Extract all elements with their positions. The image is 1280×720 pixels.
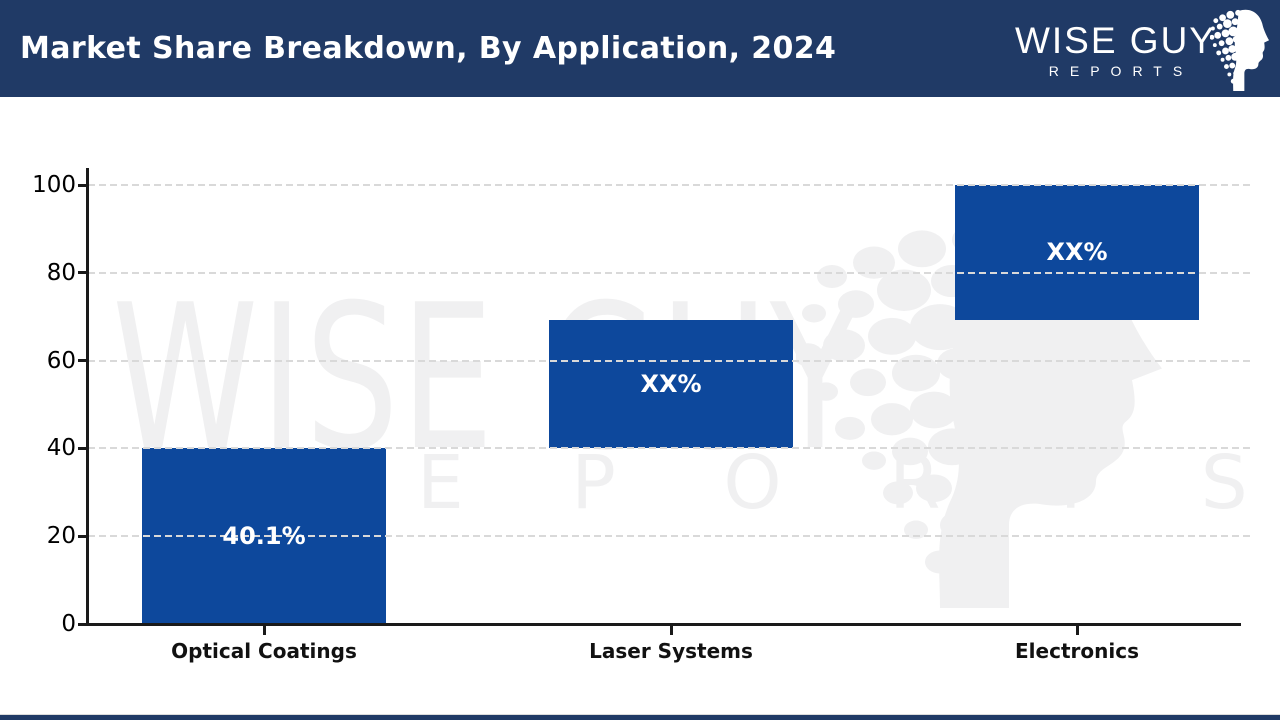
x-axis-line: [85, 623, 1241, 626]
bar-value-label: 40.1%: [222, 521, 306, 550]
gridline-80: [88, 271, 1250, 274]
x-tick-mark: [1075, 626, 1079, 635]
y-tick-label: 100: [32, 172, 76, 198]
x-tick-mark: [262, 626, 266, 635]
y-tick-mark: [78, 534, 87, 538]
gridline-40: [88, 447, 1250, 450]
y-tick-mark: [78, 446, 87, 450]
footer-bar: [0, 715, 1280, 720]
wiseguy-face-icon: [1209, 7, 1270, 92]
y-tick-mark: [78, 622, 87, 626]
category-label-optical-coatings: Optical Coatings: [171, 639, 357, 663]
wiseguy-logo-line1: WISE GUY: [1014, 19, 1216, 61]
y-tick-label: 0: [61, 611, 76, 637]
gridline-100: [88, 184, 1250, 186]
y-tick-mark: [78, 183, 87, 187]
x-tick-mark: [669, 626, 673, 635]
gridline-20: [88, 535, 1250, 538]
gridline-60: [88, 359, 1250, 362]
bar-electronics: [955, 185, 1199, 320]
page-title: Market Share Breakdown, By Application, …: [20, 31, 837, 66]
y-tick-mark: [78, 271, 87, 275]
category-label-laser-systems: Laser Systems: [589, 639, 753, 663]
header: Market Share Breakdown, By Application, …: [0, 0, 1280, 97]
y-tick-label: 40: [46, 435, 76, 462]
bar-value-label: XX%: [640, 369, 702, 398]
bar-laser-systems: [549, 319, 793, 448]
wiseguy-logo: WISE GUY REPORTS: [1015, 4, 1270, 94]
y-axis-line: [86, 168, 89, 626]
y-tick-label: 20: [46, 523, 76, 550]
y-tick-label: 80: [46, 259, 76, 286]
bar-value-label: XX%: [1046, 238, 1108, 267]
category-label-electronics: Electronics: [1015, 639, 1139, 663]
y-tick-mark: [78, 359, 87, 363]
wiseguy-logo-text: WISE GUY REPORTS: [1015, 20, 1216, 79]
y-tick-label: 60: [46, 347, 76, 374]
wiseguy-logo-line2: REPORTS: [1048, 62, 1194, 79]
